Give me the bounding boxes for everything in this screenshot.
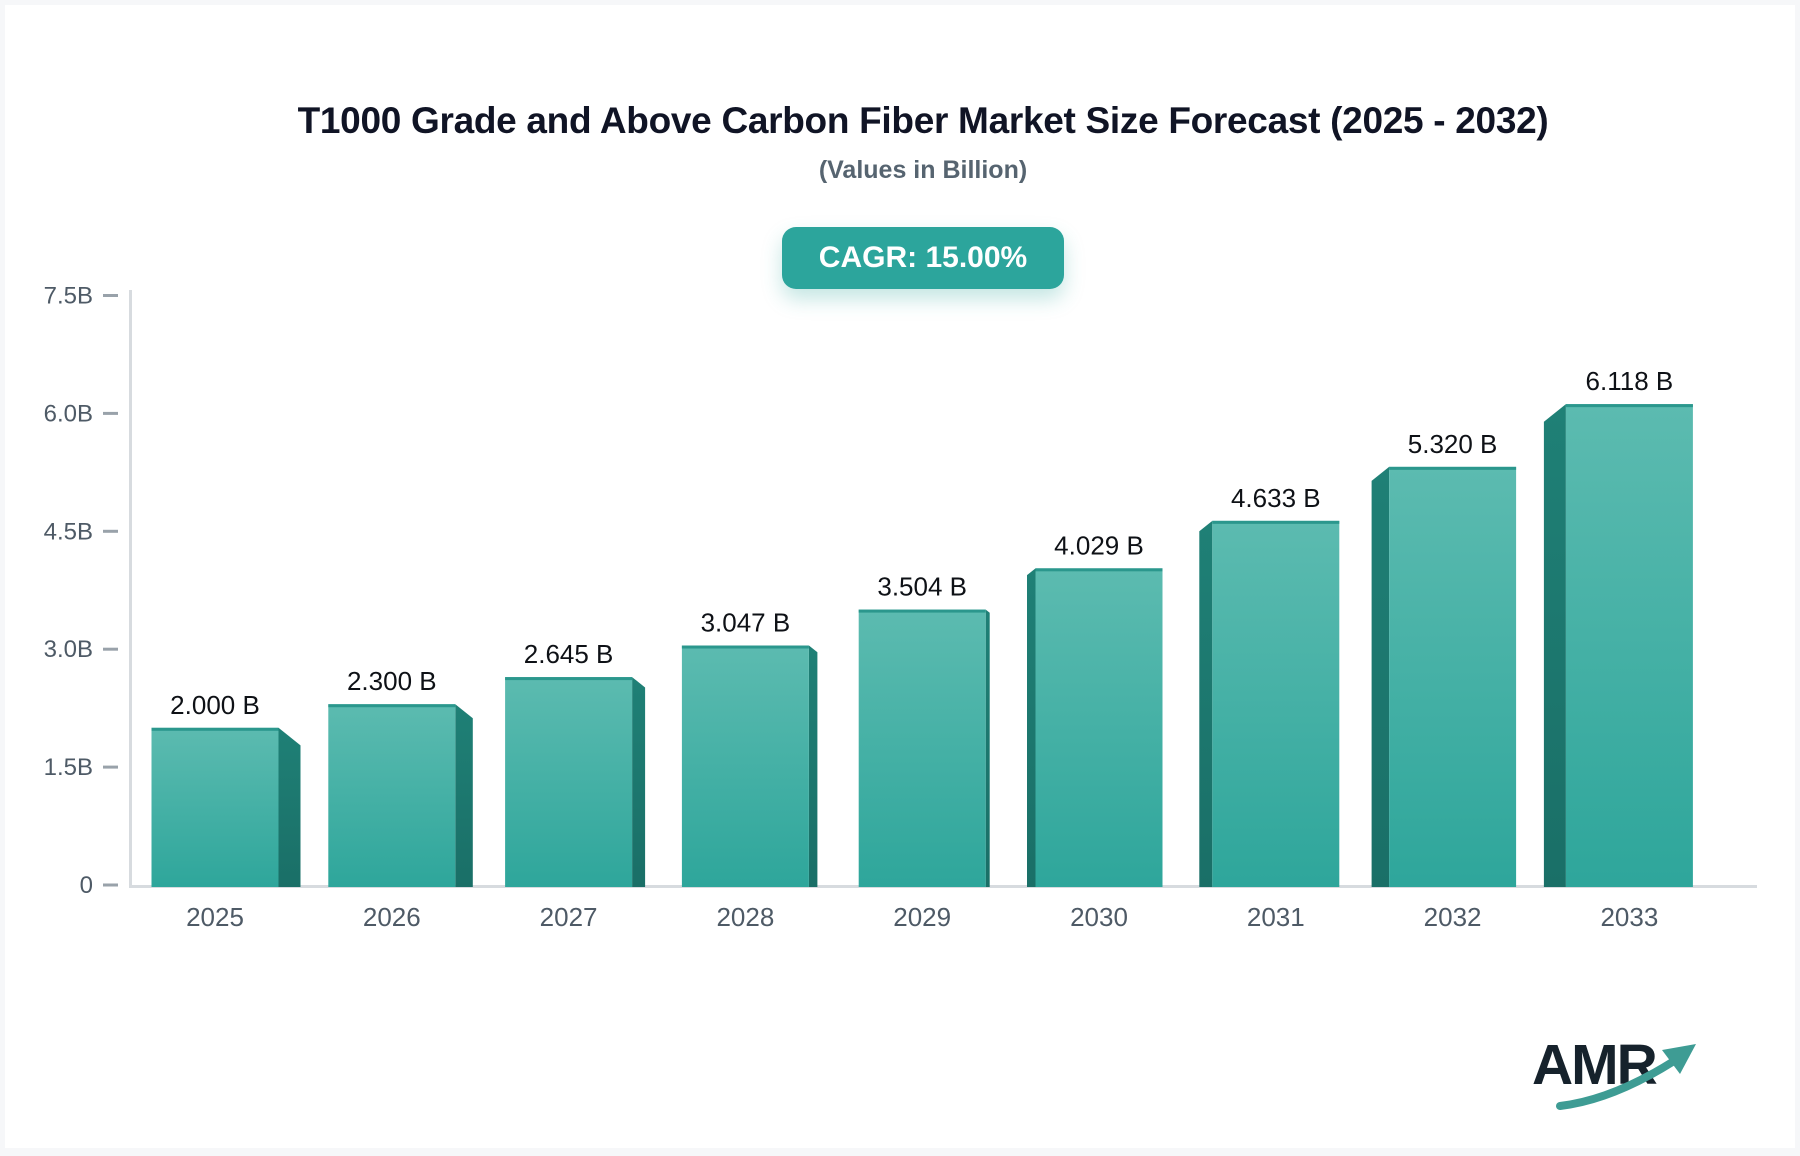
bar-value-label-2026: 2.300 B	[347, 666, 437, 696]
x-tick-label-2029: 2029	[893, 902, 951, 932]
bar-2029	[858, 609, 986, 887]
bar-top-edge-2028	[681, 645, 809, 649]
bar-2028	[681, 645, 809, 887]
bar-2027	[505, 677, 633, 887]
bar-top-edge-2032	[1389, 466, 1517, 470]
x-tick-label-2027: 2027	[540, 902, 598, 932]
bar-value-label-2029: 3.504 B	[877, 572, 967, 602]
y-tick-label-1.5B: 1.5B	[44, 754, 93, 781]
y-tick-label-3.0B: 3.0B	[44, 636, 93, 663]
bar-top-edge-2025	[151, 727, 279, 731]
bar-value-label-2033: 6.118 B	[1586, 366, 1674, 396]
bar-2032	[1389, 466, 1517, 887]
y-tick-mark-1.5B	[103, 765, 118, 769]
bar-side-2026	[455, 704, 473, 887]
chart-title: T1000 Grade and Above Carbon Fiber Marke…	[297, 100, 1549, 141]
y-tick-mark-7.5B	[103, 294, 118, 297]
chart-header: T1000 Grade and Above Carbon Fiber Marke…	[46, 0, 1800, 289]
y-tick-label-0: 0	[80, 872, 93, 899]
bar-value-label-2030: 4.029 B	[1054, 530, 1144, 560]
bar-side-2032	[1371, 466, 1390, 887]
bar-top-edge-2030	[1035, 568, 1163, 572]
amr-logo-text: AMR	[1532, 1033, 1658, 1097]
bar-2033	[1565, 404, 1693, 887]
cagr-badge: CAGR: 15.00%	[781, 227, 1065, 289]
x-tick-label-2030: 2030	[1070, 902, 1128, 932]
bar-2030	[1035, 568, 1163, 887]
x-tick-label-2026: 2026	[363, 902, 421, 932]
bar-value-label-2027: 2.645 B	[524, 639, 614, 669]
x-tick-label-2032: 2032	[1424, 902, 1482, 932]
bar-side-2028	[808, 645, 818, 887]
bar-side-2030	[1027, 568, 1036, 887]
bar-value-label-2032: 5.320 B	[1408, 429, 1498, 459]
y-tick-mark-0	[103, 883, 118, 887]
chart-subtitle: (Values in Billion)	[818, 156, 1028, 184]
bar-2026	[328, 704, 456, 887]
y-tick-label-7.5B: 7.5B	[44, 283, 93, 310]
growth-arrow-icon	[1556, 1044, 1696, 1110]
bar-side-2029	[985, 609, 990, 887]
bar-side-2033	[1543, 404, 1566, 887]
x-tick-label-2025: 2025	[186, 902, 244, 932]
bar-top-edge-2033	[1565, 404, 1693, 408]
x-tick-label-2031: 2031	[1247, 902, 1305, 932]
bar-value-label-2028: 3.047 B	[701, 608, 791, 638]
bar-2025	[151, 727, 279, 887]
bar-top-edge-2031	[1212, 520, 1340, 524]
bar-side-2027	[632, 677, 646, 887]
bar-value-label-2025: 2.000 B	[170, 690, 260, 720]
bar-value-label-2031: 4.633 B	[1231, 483, 1321, 513]
y-tick-label-6.0B: 6.0B	[44, 400, 93, 427]
bar-side-2025	[278, 727, 301, 887]
bar-2031	[1212, 520, 1340, 887]
bar-top-edge-2027	[505, 677, 633, 681]
y-tick-mark-6.0B	[103, 411, 118, 415]
y-tick-mark-4.5B	[103, 529, 118, 533]
bar-side-2031	[1199, 520, 1213, 887]
y-tick-label-4.5B: 4.5B	[44, 518, 93, 545]
amr-logo: AMR	[1532, 1032, 1732, 1122]
y-axis-line	[129, 290, 132, 888]
bar-top-edge-2029	[858, 609, 986, 613]
x-tick-label-2028: 2028	[716, 902, 774, 932]
bar-top-edge-2026	[328, 704, 456, 708]
y-tick-mark-3.0B	[103, 647, 118, 651]
x-tick-label-2033: 2033	[1600, 902, 1658, 932]
